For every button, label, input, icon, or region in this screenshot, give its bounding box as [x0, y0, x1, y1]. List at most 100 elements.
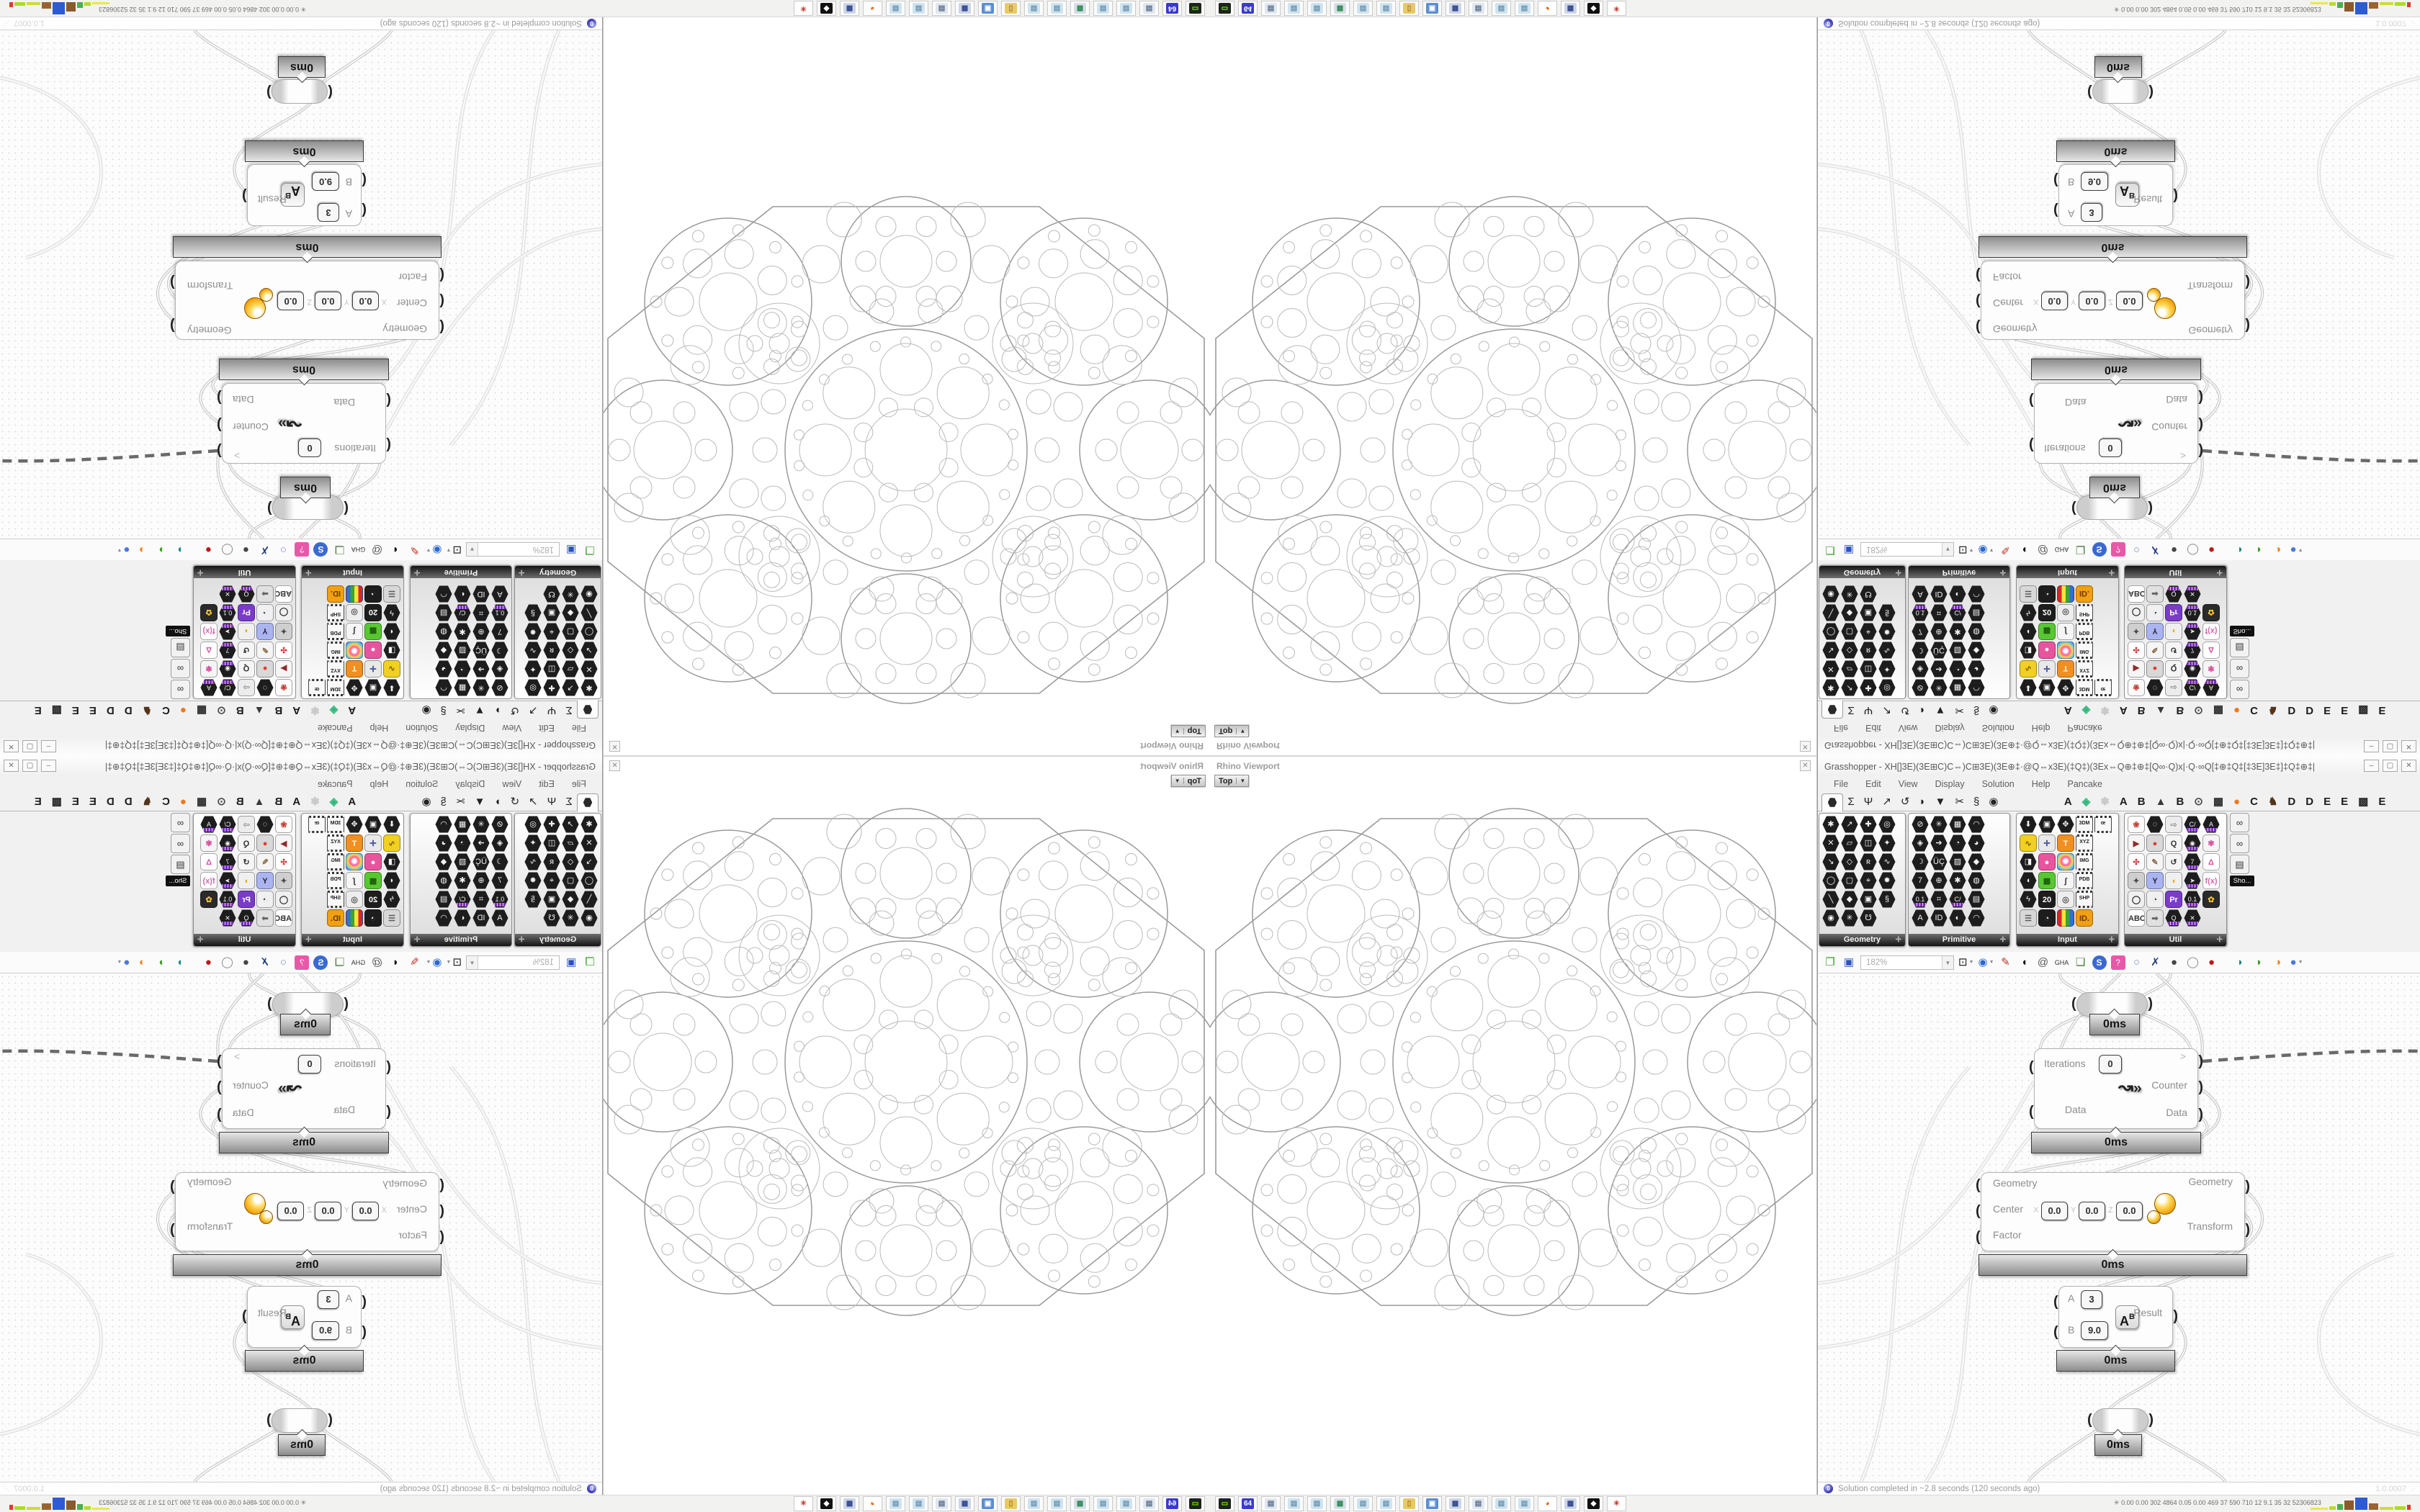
component-icon[interactable]: ❀: [275, 816, 292, 833]
component-icon[interactable]: ✛: [2038, 660, 2056, 678]
input-port[interactable]: (: [344, 500, 349, 516]
component-icon[interactable]: PDB: [327, 623, 344, 640]
component-icon[interactable]: Y: [2146, 872, 2164, 889]
menu-help[interactable]: Help: [369, 723, 389, 733]
component-icon[interactable]: ▢: [562, 623, 579, 640]
component-icon[interactable]: ▶: [275, 834, 292, 852]
tab-mesh[interactable]: ▼: [474, 704, 485, 717]
component-icon[interactable]: ▱: [1841, 834, 1858, 852]
tab-plugin[interactable]: ❃: [310, 796, 320, 808]
component-icon[interactable]: ✣: [2128, 853, 2145, 870]
tab-plugin[interactable]: ◈: [329, 796, 339, 808]
center-y-value[interactable]: 0.0: [2079, 1202, 2105, 1220]
component-icon[interactable]: ⊕: [472, 623, 490, 640]
component-icon[interactable]: ◐: [1949, 585, 1966, 603]
input-port-a[interactable]: (: [362, 1294, 367, 1310]
component-icon[interactable]: ◌: [256, 679, 274, 696]
firefox-icon[interactable]: ◕: [1538, 1, 1557, 16]
component-icon[interactable]: §: [524, 891, 542, 908]
component-icon[interactable]: ✥: [2057, 816, 2074, 833]
component-icon[interactable]: ✱: [581, 679, 598, 696]
component-icon[interactable]: ◖: [2020, 623, 2037, 640]
sketch-pen-icon[interactable]: ✎: [410, 955, 419, 968]
component-icon[interactable]: ÜÇ: [472, 642, 490, 659]
board-icon[interactable]: ▤: [171, 855, 190, 874]
component-icon[interactable]: ╲: [581, 604, 598, 621]
floppy-64-icon[interactable]: 64: [1238, 1, 1258, 16]
component-icon[interactable]: ◠: [435, 816, 452, 833]
component-icon[interactable]: ◐: [454, 909, 471, 927]
component-icon[interactable]: ✚: [1860, 816, 1877, 833]
tab-curve[interactable]: ↺: [510, 795, 520, 808]
component-icon[interactable]: ✦: [2128, 623, 2145, 640]
component-icon[interactable]: IMG: [2076, 642, 2093, 659]
at-icon[interactable]: @: [371, 955, 383, 968]
component-icon[interactable]: ▦: [364, 623, 382, 640]
component-icon[interactable]: ∿: [524, 642, 542, 659]
tab-plugin[interactable]: B: [2176, 704, 2184, 717]
calculator-icon[interactable]: ▦: [1446, 1496, 1465, 1511]
tab-plugin[interactable]: E: [89, 704, 97, 717]
spectacles-icon[interactable]: ∞: [171, 813, 190, 832]
output-port-next[interactable]: ): [217, 1053, 222, 1069]
component-icon[interactable]: 7: [219, 642, 236, 659]
a-value[interactable]: 3: [2081, 1290, 2102, 1309]
component-icon[interactable]: ◔: [256, 891, 274, 908]
component-icon[interactable]: ✛: [2038, 834, 2056, 852]
component-icon[interactable]: ❀: [2128, 679, 2145, 696]
search-icon[interactable]: S: [2092, 542, 2107, 557]
loop-component[interactable]: ( ( Iterations 0 Data ↝» > Counter Data …: [217, 383, 391, 464]
tab-plugin[interactable]: D: [106, 704, 115, 717]
tab-plugin[interactable]: E: [89, 795, 97, 808]
tab-curve[interactable]: ↺: [1900, 795, 1910, 808]
board-icon[interactable]: ▤: [2230, 855, 2249, 874]
tab-display[interactable]: ◉: [421, 795, 431, 808]
tab-plugin[interactable]: ▲: [254, 704, 265, 717]
output-port[interactable]: ): [267, 996, 272, 1012]
input-port-iterations[interactable]: (: [2029, 437, 2034, 453]
component-icon[interactable]: ✱: [454, 623, 471, 640]
tab-plugin[interactable]: ▦: [196, 796, 207, 808]
component-icon[interactable]: ◈: [1912, 660, 1929, 678]
package-help-icon[interactable]: ?: [2110, 542, 2125, 557]
grasshopper-titlebar[interactable]: Grasshopper - XH[]3E)(3E⊞C)C⇔)C⊞3E)(3E⊕‡…: [0, 756, 602, 776]
component-icon[interactable]: ID.: [327, 585, 344, 603]
blue-sphere-icon[interactable]: ●▼: [117, 955, 130, 968]
output-port-counter[interactable]: ): [2198, 1079, 2203, 1095]
canvas-zoom-select[interactable]: 182% ▼: [466, 542, 560, 557]
center-y-value[interactable]: 0.0: [2079, 292, 2105, 310]
tab-plugin[interactable]: ●: [2233, 704, 2241, 717]
component-icon[interactable]: §: [1878, 891, 1896, 908]
tab-curve[interactable]: ↺: [1900, 704, 1910, 717]
output-port-transform[interactable]: ): [2245, 1222, 2250, 1238]
component-icon[interactable]: 0.1: [491, 604, 508, 621]
center-y-value[interactable]: 0.0: [315, 1202, 341, 1220]
component-icon[interactable]: ↗: [562, 816, 579, 833]
dark-sphere-icon[interactable]: ●: [2171, 955, 2178, 968]
component-icon[interactable]: ●: [2146, 834, 2164, 852]
wires-icon[interactable]: ✗: [2151, 544, 2160, 557]
power-component[interactable]: ( ( A 3 B 9.0 AB Result ): [242, 1286, 367, 1348]
component-icon[interactable]: ✕: [219, 585, 236, 603]
component-icon[interactable]: Q: [238, 585, 255, 603]
preview-eye-icon[interactable]: ◉▼: [426, 955, 442, 968]
tab-plugin[interactable]: ▲: [2155, 795, 2166, 808]
component-icon[interactable]: ◍: [1968, 623, 1985, 640]
component-icon[interactable]: PDB: [2076, 623, 2093, 640]
component-icon[interactable]: ⊕: [1930, 872, 1948, 889]
tab-plugin[interactable]: E: [2323, 795, 2331, 808]
component-icon[interactable]: ✦: [1878, 660, 1896, 678]
component-icon[interactable]: ʀ: [1860, 853, 1877, 870]
device-icon[interactable]: ▭: [1186, 1496, 1205, 1511]
minimize-button[interactable]: –: [2364, 740, 2379, 752]
menu-view[interactable]: View: [502, 779, 522, 789]
output-port-geometry[interactable]: ): [2245, 318, 2250, 333]
component-icon[interactable]: ▶: [2128, 834, 2145, 852]
tab-plugin[interactable]: ❃: [2100, 704, 2110, 716]
component-icon[interactable]: 3DM: [327, 816, 344, 833]
output-port-counter[interactable]: ): [217, 417, 222, 433]
notepad-icon[interactable]: ▤: [1047, 1, 1067, 16]
maximize-button[interactable]: ▢: [22, 740, 37, 752]
sketch-pen-icon[interactable]: ✎: [2001, 955, 2010, 968]
component-icon[interactable]: ID: [472, 909, 490, 927]
